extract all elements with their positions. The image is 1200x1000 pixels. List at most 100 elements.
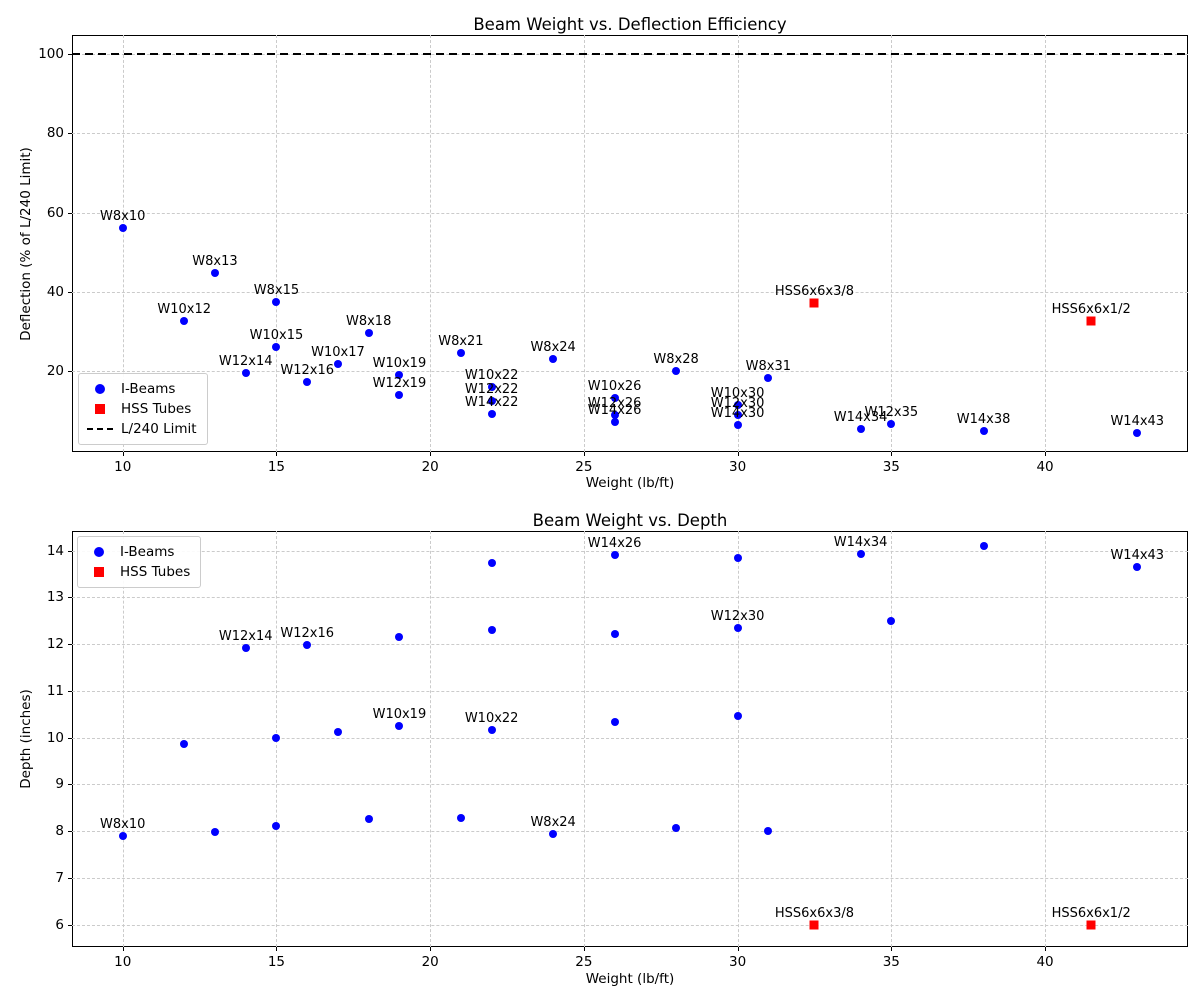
x-axis-tick [891,947,892,951]
gridline-vertical [584,35,585,452]
legend-item: HSS Tubes [85,399,197,419]
scatter-point-W10x19 [395,371,404,380]
point-label-W10x17: W10x17 [311,345,365,360]
y-tick-label: 80 [46,125,64,142]
scatter-point-W10x19 [395,722,404,731]
scatter-point-W10x30 [733,711,742,720]
scatter-point-W12x14 [241,368,250,377]
scatter-point-W10x15 [272,343,281,352]
scatter-point-W12x35 [887,420,896,429]
circle-marker-icon [84,547,114,557]
y-tick-label: 20 [46,363,64,380]
scatter-point-W8x28 [672,824,681,833]
square-marker-icon [85,404,115,414]
x-tick-label: 35 [882,459,900,475]
y-axis-tick [68,551,72,552]
x-tick-label: 25 [575,954,593,970]
gridline-horizontal [72,551,1188,552]
legend-marker-shape [94,547,104,557]
scatter-point-W14x22 [487,409,496,418]
scatter-point-W8x21 [456,813,465,822]
point-label-HSS6x6x1/2: HSS6x6x1/2 [1051,302,1131,318]
gridline-vertical [738,531,739,947]
point-label-W8x21: W8x21 [438,333,484,349]
top-chart-title: Beam Weight vs. Deflection Efficiency [473,15,787,34]
scatter-point-W8x31 [764,374,773,383]
legend-marker-shape [94,567,104,577]
scatter-point-W14x26 [610,417,619,426]
y-axis-tick [68,784,72,785]
scatter-point-W12x14 [241,644,250,653]
gridline-horizontal [72,691,1188,692]
scatter-point-W10x26 [610,394,619,403]
scatter-point-W10x12 [180,739,189,748]
x-axis-tick [430,452,431,456]
legend-marker-shape [95,404,105,414]
x-tick-label: 25 [575,459,593,475]
scatter-point-HSS6x6x3/8 [809,920,819,930]
scatter-point-W14x43 [1133,562,1142,571]
point-label-HSS6x6x3/8: HSS6x6x3/8 [774,283,855,299]
point-label-W10x26: W10x26 [587,379,642,395]
legend-item: I-Beams [85,379,197,399]
dashed-line-icon [85,428,115,430]
scatter-point-W8x10 [118,832,127,841]
point-label-W14x22: W14x22 [464,394,519,410]
gridline-vertical [123,531,124,947]
scatter-point-W14x30 [733,554,742,563]
legend-marker-shape [95,384,105,394]
y-tick-label: 60 [46,204,64,221]
legend-item: I-Beams [84,542,190,562]
y-axis-tick [68,644,72,645]
x-axis-tick [1045,947,1046,951]
point-label-W12x30: W12x30 [710,609,765,625]
gridline-horizontal [72,784,1188,785]
scatter-point-W10x15 [272,734,281,743]
scatter-point-W14x38 [979,426,988,435]
scatter-point-W14x34 [856,424,865,433]
scatter-point-W10x30 [733,400,742,409]
gridline-vertical [891,35,892,452]
scatter-point-W12x26 [610,629,619,638]
scatter-point-W8x15 [272,821,281,830]
scatter-point-W8x18 [364,329,373,338]
gridline-horizontal [72,213,1188,214]
gridline-vertical [891,531,892,947]
point-label-W10x15: W10x15 [249,328,304,344]
point-label-W10x22: W10x22 [464,367,519,383]
point-label-W12x30: W12x30 [710,396,765,412]
point-label-W8x10: W8x10 [100,209,146,225]
point-label-W12x19: W12x19 [372,375,427,391]
bottom-chart-x-axis-label: Weight (lb/ft) [585,971,675,987]
gridline-horizontal [72,597,1188,598]
y-tick-label: 11 [46,682,64,699]
y-tick-label: 40 [46,283,64,300]
point-label-W14x43: W14x43 [1110,547,1165,563]
scatter-point-W8x24 [549,830,558,839]
point-label-W8x24: W8x24 [530,339,576,355]
legend: I-Beams HSS Tubes L/240 Limit [78,373,208,445]
scatter-point-W14x26 [610,550,619,559]
x-axis-tick [430,947,431,951]
x-axis-tick [738,947,739,951]
x-tick-label: 15 [267,459,286,475]
y-axis-tick [68,878,72,879]
y-tick-label: 14 [46,542,64,559]
y-axis-tick [68,371,72,372]
y-axis-tick [68,738,72,739]
point-label-HSS6x6x3/8: HSS6x6x3/8 [774,905,855,921]
point-label-W8x13: W8x13 [192,253,238,269]
scatter-point-W14x34 [856,549,865,558]
x-tick-label: 30 [729,459,747,475]
scatter-point-W8x28 [672,366,681,375]
scatter-point-W14x30 [733,420,742,429]
legend-item-label: HSS Tubes [121,401,192,417]
x-tick-label: 40 [1036,459,1054,475]
gridline-horizontal [72,133,1188,134]
plot-area [72,35,1188,452]
point-label-W12x14: W12x14 [218,629,273,645]
point-label-W8x18: W8x18 [345,314,392,330]
y-axis-tick [68,54,72,55]
point-label-W14x38: W14x38 [956,411,1011,427]
scatter-point-W12x22 [487,625,496,634]
